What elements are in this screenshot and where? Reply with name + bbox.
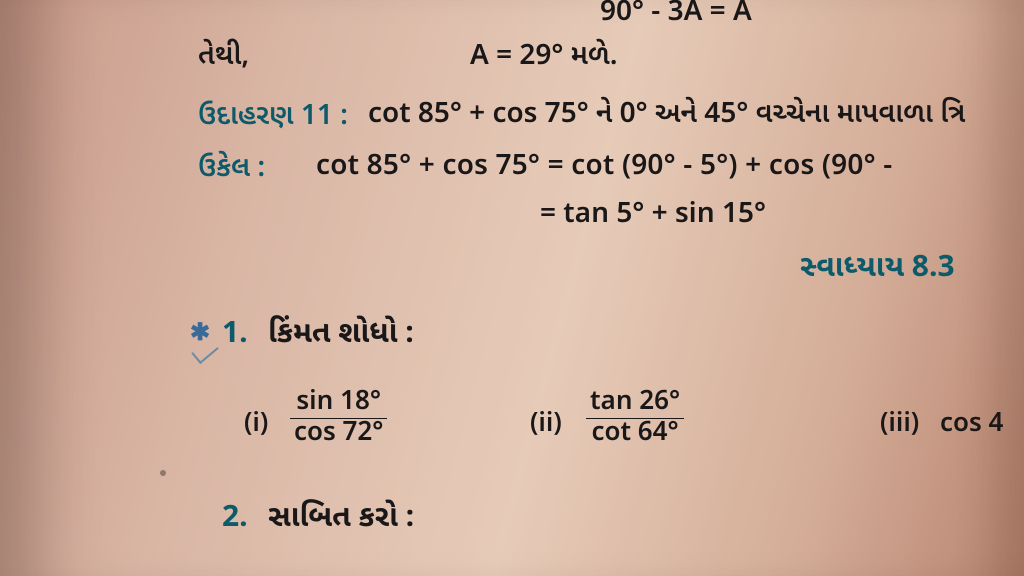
dust-spot xyxy=(160,470,166,476)
q1-iii-label: (iii) xyxy=(880,408,919,442)
q1-ii-den: cot 64° xyxy=(586,419,684,447)
example-text: cot 85° + cos 75° ને 0° અને 45° વચ્ચેના … xyxy=(368,98,965,134)
q1-i-num: sin 18° xyxy=(290,390,387,419)
top-fragment: 90° − 3A = A xyxy=(600,0,752,32)
q2-text: સાબિત કરો : xyxy=(268,500,414,539)
tethi-value: A = 29° મળે. xyxy=(470,40,618,76)
ukel-rhs-2: = tan 5° + sin 15° xyxy=(540,198,766,234)
q1-i-den: cos 72° xyxy=(290,419,387,447)
ukel-rhs-1: cot 85° + cos 75° = cot (90° − 5°) + cos… xyxy=(316,150,892,186)
q1-ii-label: (ii) xyxy=(530,408,562,442)
q2-label: 2. xyxy=(222,500,248,539)
q1-ii-num: tan 26° xyxy=(586,390,684,419)
q1-ii-frac: tan 26° cot 64° xyxy=(586,390,684,447)
ukel-label: ઉકેલ : xyxy=(198,152,265,188)
q1-i-frac: sin 18° cos 72° xyxy=(290,390,387,447)
example-label: ઉદાહરણ 11 : xyxy=(198,100,348,136)
q1-i-label: (i) xyxy=(244,408,268,442)
textbook-page: 90° − 3A = A તેથી, A = 29° મળે. ઉદાહરણ 1… xyxy=(0,0,1024,576)
swadhyay-heading: સ્વાધ્યાય 8.3 xyxy=(800,250,955,289)
q1-text: કિંમત શોધો : xyxy=(268,316,414,355)
q1-label: 1. xyxy=(222,316,248,355)
q1-iii-text: cos 4 xyxy=(940,408,1003,442)
tethi-label: તેથી, xyxy=(198,40,249,76)
